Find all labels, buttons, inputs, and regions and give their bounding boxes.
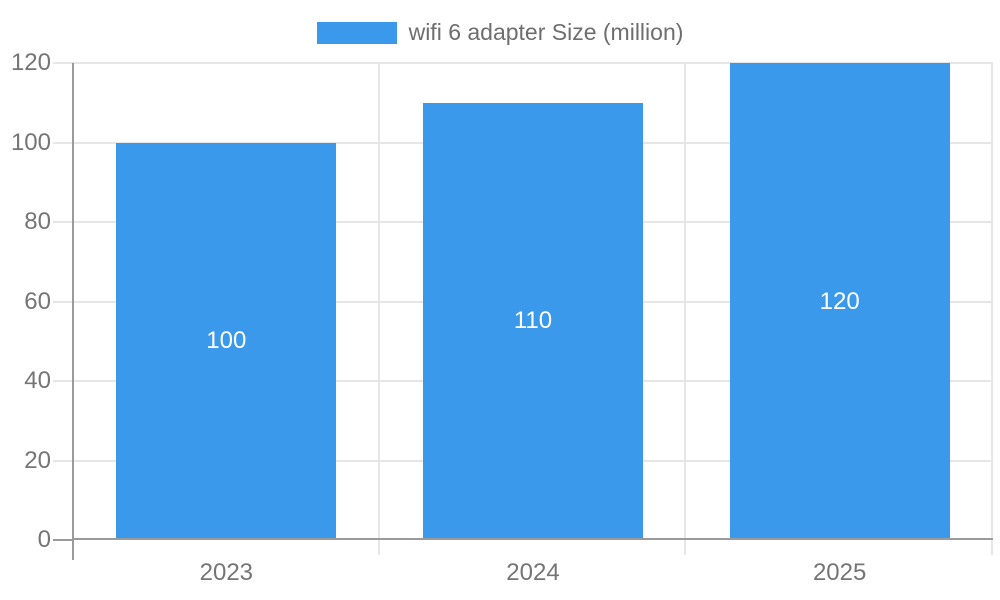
y-axis-line: [72, 63, 74, 560]
bar-value-label-2024: 110: [513, 307, 553, 335]
y-tick-40: [53, 380, 73, 382]
y-axis-label-60: 60: [24, 287, 51, 315]
legend[interactable]: wifi 6 adapter Size (million): [0, 21, 1000, 44]
y-tick-80: [53, 221, 73, 223]
bar-2023[interactable]: 100: [116, 142, 337, 540]
y-tick-0: [53, 539, 73, 541]
bar-2024[interactable]: 110: [423, 102, 643, 540]
bar-2025[interactable]: 120: [729, 63, 950, 540]
x-boundary-gridline-1: [377, 63, 380, 540]
y-tick-120: [53, 62, 73, 64]
x-tick-1: [377, 540, 380, 555]
x-tick-2: [684, 540, 687, 555]
y-tick-60: [53, 300, 73, 303]
bar-value-label-2025: 120: [819, 287, 860, 315]
x-axis-baseline: [73, 538, 993, 540]
y-axis-label-80: 80: [24, 208, 51, 235]
x-tick-3: [991, 540, 993, 555]
y-gridline-120: [73, 62, 993, 64]
plot-area: 100 110 120: [73, 62, 993, 540]
y-axis-label-40: 40: [24, 367, 51, 394]
y-axis-label-20: 20: [24, 446, 51, 474]
legend-label: wifi 6 adapter Size (million): [408, 19, 684, 45]
x-axis-label-2024: 2024: [506, 559, 560, 586]
x-boundary-gridline-2: [684, 63, 687, 540]
y-axis-label-0: 0: [37, 526, 51, 553]
legend-swatch: [316, 21, 397, 44]
y-axis-label-120: 120: [10, 49, 51, 76]
bar-value-label-2023: 100: [206, 327, 247, 355]
y-tick-100: [53, 141, 73, 144]
y-tick-20: [53, 459, 73, 462]
x-axis-label-2025: 2025: [812, 559, 867, 586]
x-boundary-gridline-3: [991, 63, 993, 540]
y-axis-label-100: 100: [10, 128, 51, 156]
x-axis-label-2023: 2023: [199, 559, 254, 586]
